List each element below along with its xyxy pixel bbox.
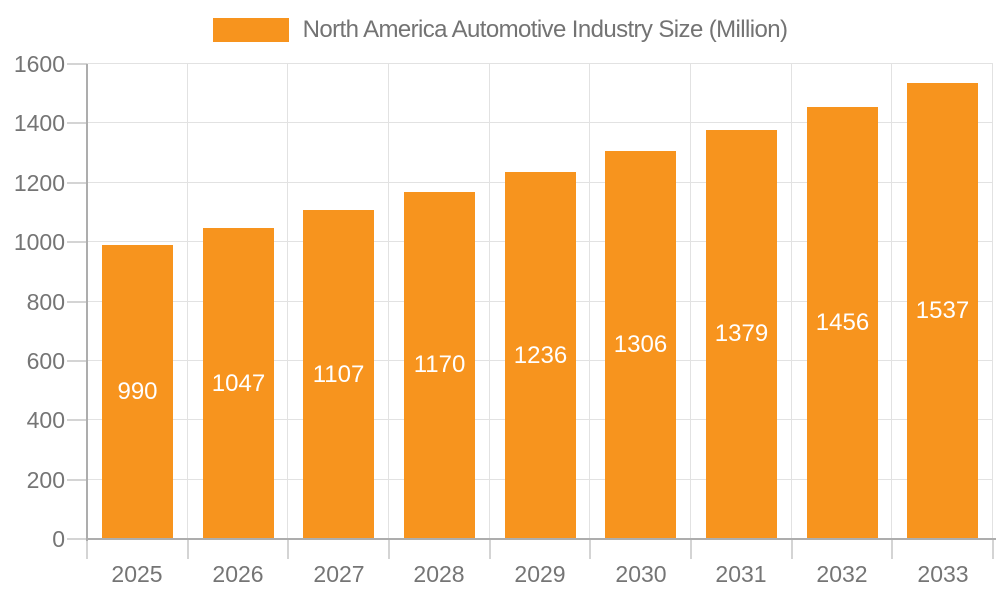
gridline-vertical: [690, 64, 691, 539]
x-axis-label: 2030: [615, 561, 667, 587]
x-axis-tick: [287, 540, 289, 559]
bar-value-label: 1236: [513, 342, 568, 369]
bar-2026[interactable]: [203, 228, 274, 539]
bar-2031[interactable]: [706, 130, 777, 539]
gridline-vertical: [589, 64, 590, 539]
bar-2029[interactable]: [505, 172, 576, 539]
legend-label: North America Automotive Industry Size (…: [302, 16, 788, 43]
y-axis-tick: [67, 182, 87, 184]
bar-value-label: 1047: [211, 370, 266, 397]
x-axis-label: 2029: [514, 561, 566, 587]
x-axis-tick: [690, 540, 692, 559]
y-axis-tick: [67, 538, 87, 540]
x-axis-tick: [388, 540, 390, 559]
x-axis-tick: [791, 540, 793, 559]
y-axis-tick: [67, 360, 87, 362]
gridline-horizontal: [87, 122, 993, 123]
y-axis-tick: [67, 122, 87, 124]
gridline-vertical: [287, 64, 288, 539]
y-axis-label: 200: [26, 467, 65, 493]
gridline-vertical: [489, 64, 490, 539]
y-axis-label: 0: [52, 526, 65, 552]
x-axis-tick: [589, 540, 591, 559]
x-axis-label: 2025: [111, 561, 163, 587]
bar-value-label: 1107: [312, 361, 365, 388]
bar-2032[interactable]: [807, 107, 878, 539]
x-axis-tick: [992, 540, 994, 559]
bar-value-label: 1306: [613, 331, 668, 358]
y-axis-tick: [67, 301, 87, 303]
bar-value-label: 1170: [413, 351, 466, 378]
x-axis-tick: [489, 540, 491, 559]
gridline-vertical: [891, 64, 892, 539]
y-axis-label: 1400: [13, 110, 65, 136]
x-axis-label: 2026: [212, 561, 264, 587]
y-axis-label: 800: [26, 289, 65, 315]
bar-2028[interactable]: [404, 192, 475, 539]
legend-item[interactable]: North America Automotive Industry Size (…: [212, 16, 788, 44]
x-axis-label: 2027: [313, 561, 365, 587]
x-axis-line: [86, 538, 996, 540]
y-axis-label: 400: [26, 407, 65, 433]
bar-value-label: 1379: [714, 320, 769, 347]
bar-value-label: 1456: [815, 309, 870, 336]
gridline-horizontal: [87, 63, 993, 64]
x-axis-label: 2033: [917, 561, 969, 587]
legend: North America Automotive Industry Size (…: [0, 14, 1000, 46]
y-axis-label: 600: [26, 348, 65, 374]
bar-2027[interactable]: [303, 210, 374, 539]
gridline-vertical: [791, 64, 792, 539]
bar-value-label: 1537: [915, 297, 970, 324]
bar-value-label: 990: [117, 378, 158, 405]
y-axis-label: 1000: [13, 229, 65, 255]
y-axis-tick: [67, 479, 87, 481]
y-axis-tick: [67, 63, 87, 65]
y-axis-line: [86, 64, 88, 541]
y-axis-tick: [67, 419, 87, 421]
x-axis-label: 2031: [715, 561, 767, 587]
y-axis-label: 1200: [13, 170, 65, 196]
bar-2025[interactable]: [102, 245, 173, 539]
x-axis-label: 2032: [816, 561, 868, 587]
gridline-vertical: [992, 64, 993, 539]
y-axis-label: 1600: [13, 51, 65, 77]
gridline-vertical: [388, 64, 389, 539]
y-axis-tick: [67, 241, 87, 243]
x-axis-tick: [187, 540, 189, 559]
legend-swatch-icon: [212, 18, 289, 42]
x-axis-label: 2028: [413, 561, 465, 587]
bar-2030[interactable]: [605, 151, 676, 539]
bar-2033[interactable]: [907, 83, 978, 539]
gridline-vertical: [187, 64, 188, 539]
x-axis-tick: [891, 540, 893, 559]
x-axis-tick: [86, 540, 88, 559]
